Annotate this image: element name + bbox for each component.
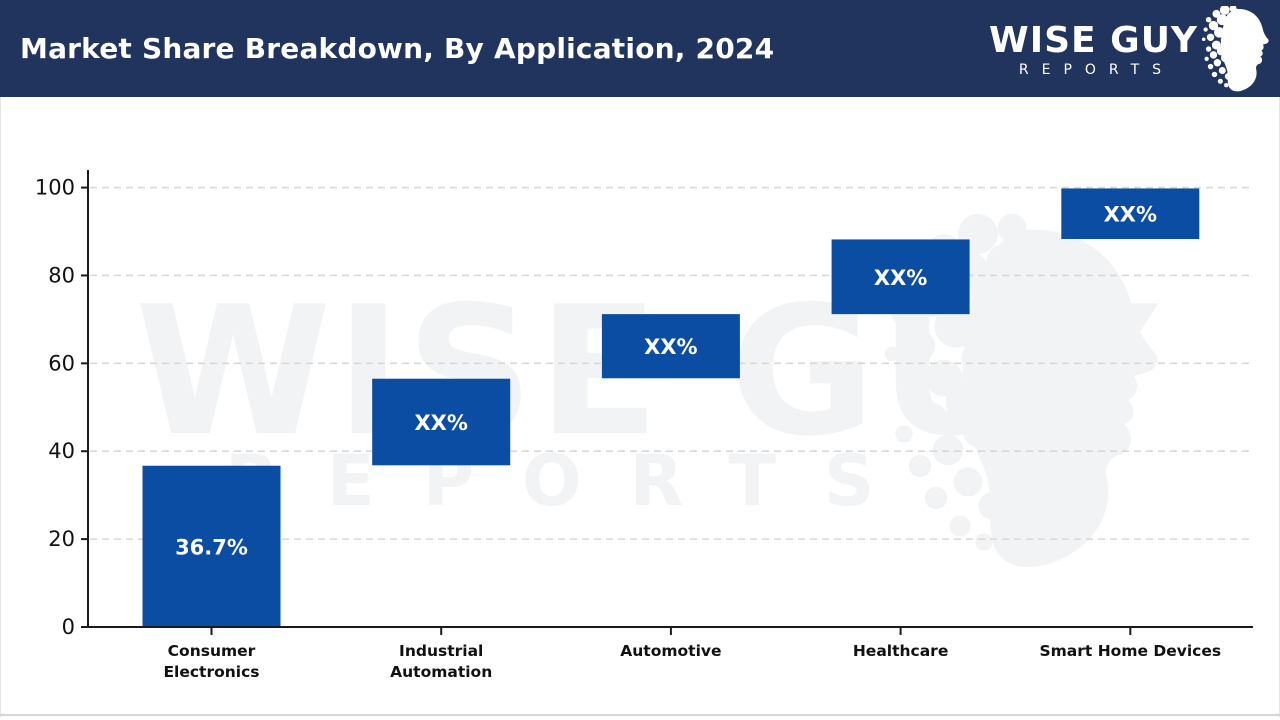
face-dot-11 <box>975 293 1009 327</box>
bar-label-3: XX% <box>874 266 927 290</box>
face-dot-4 <box>1203 27 1208 32</box>
bar-label-1: XX% <box>414 411 467 435</box>
face-dot-16 <box>916 402 948 434</box>
face-dot-9 <box>1206 33 1215 42</box>
face-dot-11 <box>1224 24 1233 33</box>
face-dot-19 <box>1213 58 1222 67</box>
face-dot-14 <box>1220 36 1228 44</box>
face-dot-25 <box>1224 73 1232 80</box>
face-dot-3 <box>1229 6 1237 12</box>
face-dot-27 <box>975 533 993 551</box>
logo-wordmark: WISE GUY <box>988 20 1198 62</box>
face-dot-21 <box>924 486 948 510</box>
bar-healthcare <box>831 239 970 315</box>
face-dot-7 <box>986 244 1022 280</box>
x-tick-label-3: Healthcare <box>853 642 949 660</box>
face-dot-23 <box>984 442 1016 474</box>
face-dot-26 <box>1003 473 1029 499</box>
face-dot-21 <box>1211 71 1218 78</box>
face-dot-15 <box>895 425 913 443</box>
face-dot-16 <box>1209 51 1218 59</box>
face-dot-9 <box>904 330 936 362</box>
face-dot-22 <box>1218 67 1226 75</box>
bar-smart-home-devices <box>1061 188 1200 239</box>
face-dot-24 <box>1217 78 1223 84</box>
face-dot-1 <box>1212 9 1221 18</box>
plot: 36.7% XX% XX% XX% XX% 0 20 40 60 80 100 Consumer Ele… <box>35 170 1253 681</box>
face-dot-28 <box>1001 515 1023 537</box>
face-dot-19 <box>932 434 964 466</box>
face-dot-10 <box>934 304 978 348</box>
logo-face-group <box>1201 6 1269 92</box>
face-dot-2 <box>1219 6 1230 15</box>
chart-area: WISE GUY REPORTS 36.7% XX% XX% XX% XX% 0 20 40 6… <box>0 97 1280 717</box>
x-tick-label-2: Automotive <box>620 642 721 660</box>
bar-label-0: 36.7% <box>175 535 248 559</box>
y-tick-label-80: 80 <box>48 263 75 287</box>
face-dot-14 <box>961 343 991 373</box>
face-dot-12 <box>1205 46 1212 52</box>
y-tick-label-0: 0 <box>62 615 75 639</box>
face-dot-0 <box>1205 16 1212 23</box>
wiseguy-logo: WISE GUY REPORTS <box>989 6 1270 94</box>
face-dot-28 <box>1230 78 1236 84</box>
y-tick-label-40: 40 <box>48 439 75 463</box>
face-dot-26 <box>1230 68 1238 75</box>
face-dot-18 <box>1207 63 1214 70</box>
bar-industrial-automation <box>372 378 511 466</box>
face-dot-17 <box>945 383 983 421</box>
face-dot-6 <box>1216 14 1228 26</box>
header-bar: Market Share Breakdown, By Application, … <box>0 0 1280 97</box>
bar-consumer-electronics <box>142 465 281 627</box>
face-dot-8 <box>1201 37 1206 42</box>
left-edge-line <box>0 97 1 717</box>
face-dot-25 <box>978 492 1006 520</box>
logo-subtext: REPORTS <box>1018 61 1175 78</box>
bar-automotive <box>601 314 740 379</box>
face-dot-27 <box>1224 83 1229 88</box>
face-dot-3 <box>997 213 1027 243</box>
face-dot-20 <box>962 412 998 448</box>
y-tick-label-60: 60 <box>48 351 75 375</box>
bottom-hairline <box>0 714 1280 716</box>
x-tick-label-1: Industrial Automation <box>390 642 492 681</box>
x-tick-label-0: Consumer Electronics <box>163 642 259 681</box>
bar-label-2: XX% <box>644 335 697 359</box>
bar-label-4: XX% <box>1104 203 1157 227</box>
face-dot-7 <box>1226 12 1236 22</box>
face-dot-22 <box>953 467 983 497</box>
logo-text: WISE GUY REPORTS <box>989 22 1198 78</box>
face-dot-20 <box>1220 53 1230 63</box>
face-dot-8 <box>884 346 900 362</box>
face-dot-23 <box>1226 60 1235 69</box>
face-dot-24 <box>949 515 971 537</box>
face-dot-10 <box>1214 27 1225 38</box>
face-dot-15 <box>1204 56 1209 61</box>
y-tick-label-100: 100 <box>35 176 75 200</box>
face-dot-12 <box>900 382 924 406</box>
logo-face-icon <box>1201 6 1269 92</box>
page-title: Market Share Breakdown, By Application, … <box>20 32 775 65</box>
y-tick-label-20: 20 <box>48 527 75 551</box>
face-dot-17 <box>1216 46 1226 56</box>
watermark-text-line2: REPORTS <box>225 440 922 522</box>
watermark-face <box>884 213 1158 568</box>
face-dot-18 <box>908 454 932 478</box>
x-tick-label-4: Smart Home Devices <box>1039 642 1221 660</box>
face-dot-5 <box>1208 20 1219 31</box>
